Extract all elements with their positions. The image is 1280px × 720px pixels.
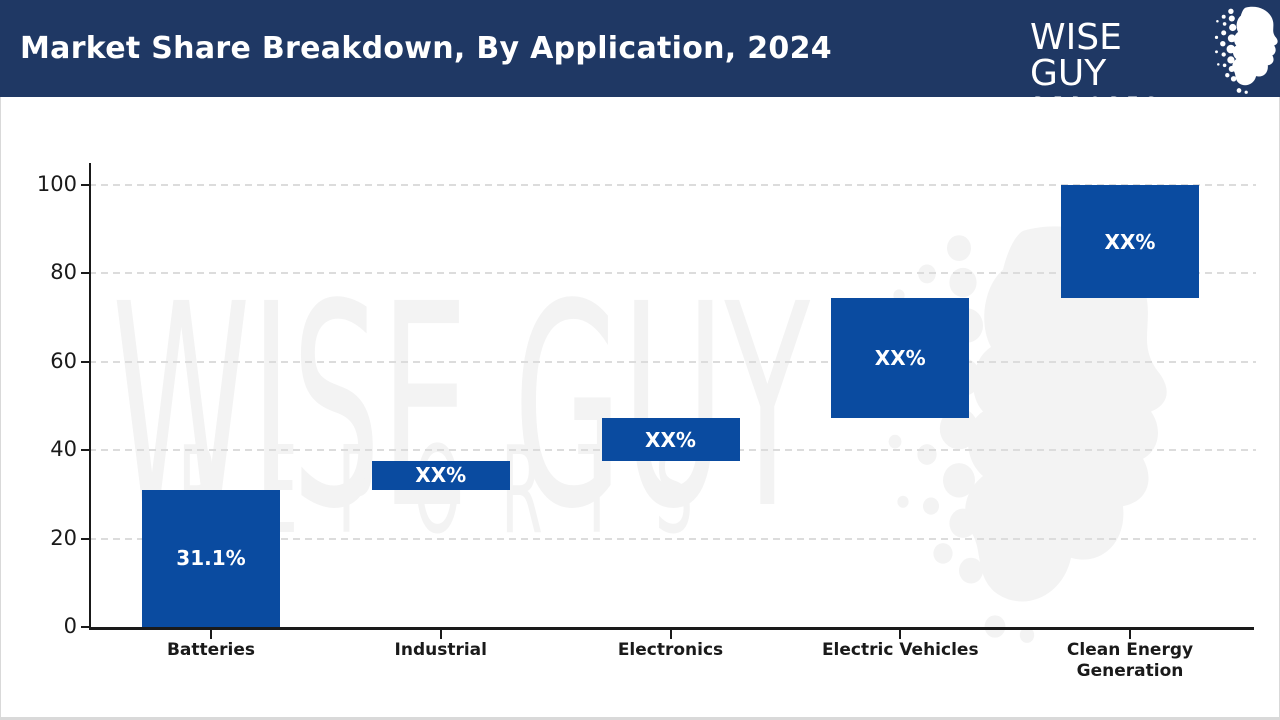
y-tick-label: 0 <box>63 614 77 638</box>
x-category-label: Industrial <box>394 640 487 660</box>
y-tick-mark-80 <box>81 272 89 275</box>
bar-clean-energy-generation: XX% <box>1061 185 1199 299</box>
bar-industrial: XX% <box>371 461 510 490</box>
x-tick-mark <box>669 630 672 639</box>
bar-value-label: 31.1% <box>176 546 246 571</box>
gridline-20 <box>89 537 1256 540</box>
bar-value-label: XX% <box>415 463 467 488</box>
bar-value-label: XX% <box>645 427 696 452</box>
y-tick-mark-40 <box>81 449 89 452</box>
bar-value-label: XX% <box>1104 229 1156 254</box>
y-tick-label: 100 <box>36 172 77 196</box>
logo-face-icon <box>1214 6 1278 94</box>
report-header: Market Share Breakdown, By Application, … <box>0 0 1280 111</box>
logo-text: WISE GUY REPORTS <box>1030 17 1208 112</box>
y-axis-spine <box>89 163 91 630</box>
x-tick-mark <box>899 630 902 639</box>
bar-electronics: XX% <box>601 417 740 462</box>
x-category-label: Electric Vehicles <box>821 640 979 660</box>
y-tick-label: 80 <box>50 260 77 285</box>
y-tick-label: 40 <box>50 437 77 462</box>
y-tick-mark-20 <box>81 537 89 540</box>
y-tick-mark-0 <box>81 626 89 628</box>
logo-reports-text: REPORTS <box>1034 95 1165 111</box>
x-tick-mark <box>210 630 212 639</box>
x-category-label: Batteries <box>166 640 256 660</box>
y-tick-mark-60 <box>81 360 89 363</box>
wiseguy-logo: WISE GUY REPORTS <box>1030 0 1280 111</box>
gridline-60 <box>89 360 1256 363</box>
bar-electric-vehicles: XX% <box>831 298 970 418</box>
x-axis-spine <box>89 627 1254 630</box>
gridline-100 <box>89 184 1256 186</box>
bar-batteries: 31.1% <box>142 489 280 627</box>
y-tick-mark-100 <box>81 184 89 186</box>
logo-wiseguy-text: WISE GUY <box>1030 17 1122 94</box>
gridline-80 <box>89 272 1256 275</box>
x-category-label: Electronics <box>617 640 724 660</box>
x-tick-mark <box>1129 630 1131 639</box>
x-category-label: Clean Energy Generation <box>1066 640 1194 682</box>
bar-value-label: XX% <box>874 346 926 371</box>
report-title: Market Share Breakdown, By Application, … <box>20 31 832 66</box>
x-tick-mark <box>439 630 442 639</box>
y-tick-label: 60 <box>50 348 77 373</box>
y-tick-label: 20 <box>50 525 77 550</box>
